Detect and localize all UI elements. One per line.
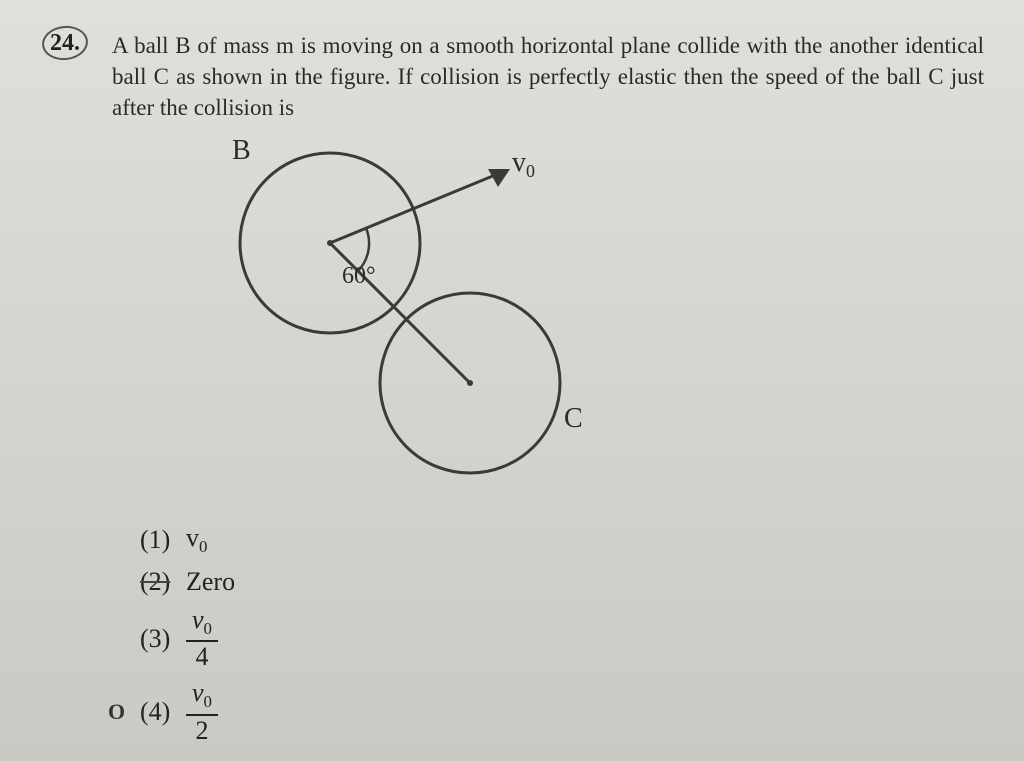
option-2: (2) Zero: [140, 567, 984, 597]
option-1-v: v: [186, 523, 199, 552]
option-1-value: v0: [186, 523, 207, 557]
option-3-numerator: v0: [186, 607, 218, 642]
option-4-value: v0 2: [186, 680, 218, 743]
collision-figure: B C 60° v0: [170, 133, 590, 513]
option-4-mark: O: [108, 699, 125, 725]
options-list: (1) v0 (2) Zero (3) v0 4 O (4) v0: [140, 523, 984, 743]
question-text: A ball B of mass m is moving on a smooth…: [112, 30, 984, 123]
option-2-value: Zero: [186, 567, 235, 597]
question-row: 24. A ball B of mass m is moving on a sm…: [50, 30, 984, 123]
option-4-number: (4): [140, 697, 176, 727]
option-4-numerator: v0: [186, 680, 218, 715]
option-1-sub: 0: [199, 537, 207, 556]
option-3-value: v0 4: [186, 607, 218, 670]
page: 24. A ball B of mass m is moving on a sm…: [0, 0, 1024, 761]
option-3-denominator: 4: [196, 642, 209, 670]
ball-c-label: C: [564, 403, 583, 434]
velocity-label: v0: [512, 147, 535, 181]
option-1: (1) v0: [140, 523, 984, 557]
option-3-fraction: v0 4: [186, 607, 218, 670]
ball-b-label: B: [232, 135, 251, 166]
option-4-denominator: 2: [196, 716, 209, 744]
option-2-number: (2): [140, 567, 176, 597]
option-3-number: (3): [140, 624, 176, 654]
question-circle-mark: [40, 24, 89, 63]
figure-svg: B C 60° v0: [170, 133, 590, 513]
option-4: O (4) v0 2: [140, 680, 984, 743]
option-1-number: (1): [140, 525, 176, 555]
velocity-arrow-line: [330, 173, 500, 243]
angle-label: 60°: [342, 263, 376, 289]
question-number-wrap: 24.: [50, 30, 100, 70]
option-3: (3) v0 4: [140, 607, 984, 670]
option-4-fraction: v0 2: [186, 680, 218, 743]
